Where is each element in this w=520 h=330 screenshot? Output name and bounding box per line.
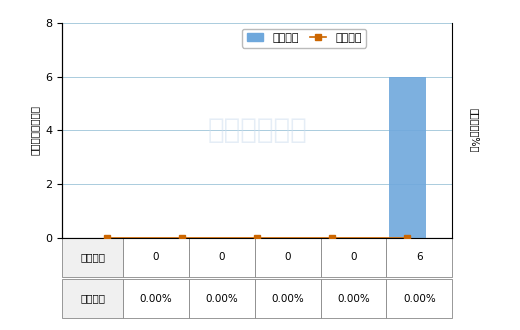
Bar bbox=[386, 279, 452, 318]
Y-axis label: 同比增长（%）: 同比增长（%） bbox=[469, 108, 479, 152]
Bar bbox=[255, 279, 320, 318]
Text: 0: 0 bbox=[350, 252, 357, 262]
Text: 0.00%: 0.00% bbox=[205, 293, 238, 304]
Text: 中国海关统计: 中国海关统计 bbox=[207, 116, 307, 144]
Bar bbox=[62, 238, 123, 277]
Bar bbox=[320, 238, 386, 277]
Bar bbox=[189, 238, 255, 277]
Text: 进口数量: 进口数量 bbox=[80, 252, 105, 262]
Bar bbox=[320, 279, 386, 318]
Bar bbox=[189, 279, 255, 318]
Bar bbox=[255, 238, 320, 277]
Text: 6: 6 bbox=[416, 252, 423, 262]
Text: 0: 0 bbox=[218, 252, 225, 262]
Text: 同比增长: 同比增长 bbox=[80, 293, 105, 304]
Text: 0: 0 bbox=[284, 252, 291, 262]
Bar bbox=[62, 279, 123, 318]
Bar bbox=[123, 238, 189, 277]
Bar bbox=[123, 279, 189, 318]
Y-axis label: 进口数量（千克）: 进口数量（千克） bbox=[30, 105, 40, 155]
Text: 0: 0 bbox=[152, 252, 159, 262]
Text: 0.00%: 0.00% bbox=[337, 293, 370, 304]
Bar bbox=[386, 238, 452, 277]
Text: 0.00%: 0.00% bbox=[403, 293, 436, 304]
Text: 0.00%: 0.00% bbox=[271, 293, 304, 304]
Text: 0.00%: 0.00% bbox=[139, 293, 172, 304]
Legend: 进口数量, 同比增长: 进口数量, 同比增长 bbox=[242, 29, 366, 48]
Bar bbox=[388, 77, 426, 238]
